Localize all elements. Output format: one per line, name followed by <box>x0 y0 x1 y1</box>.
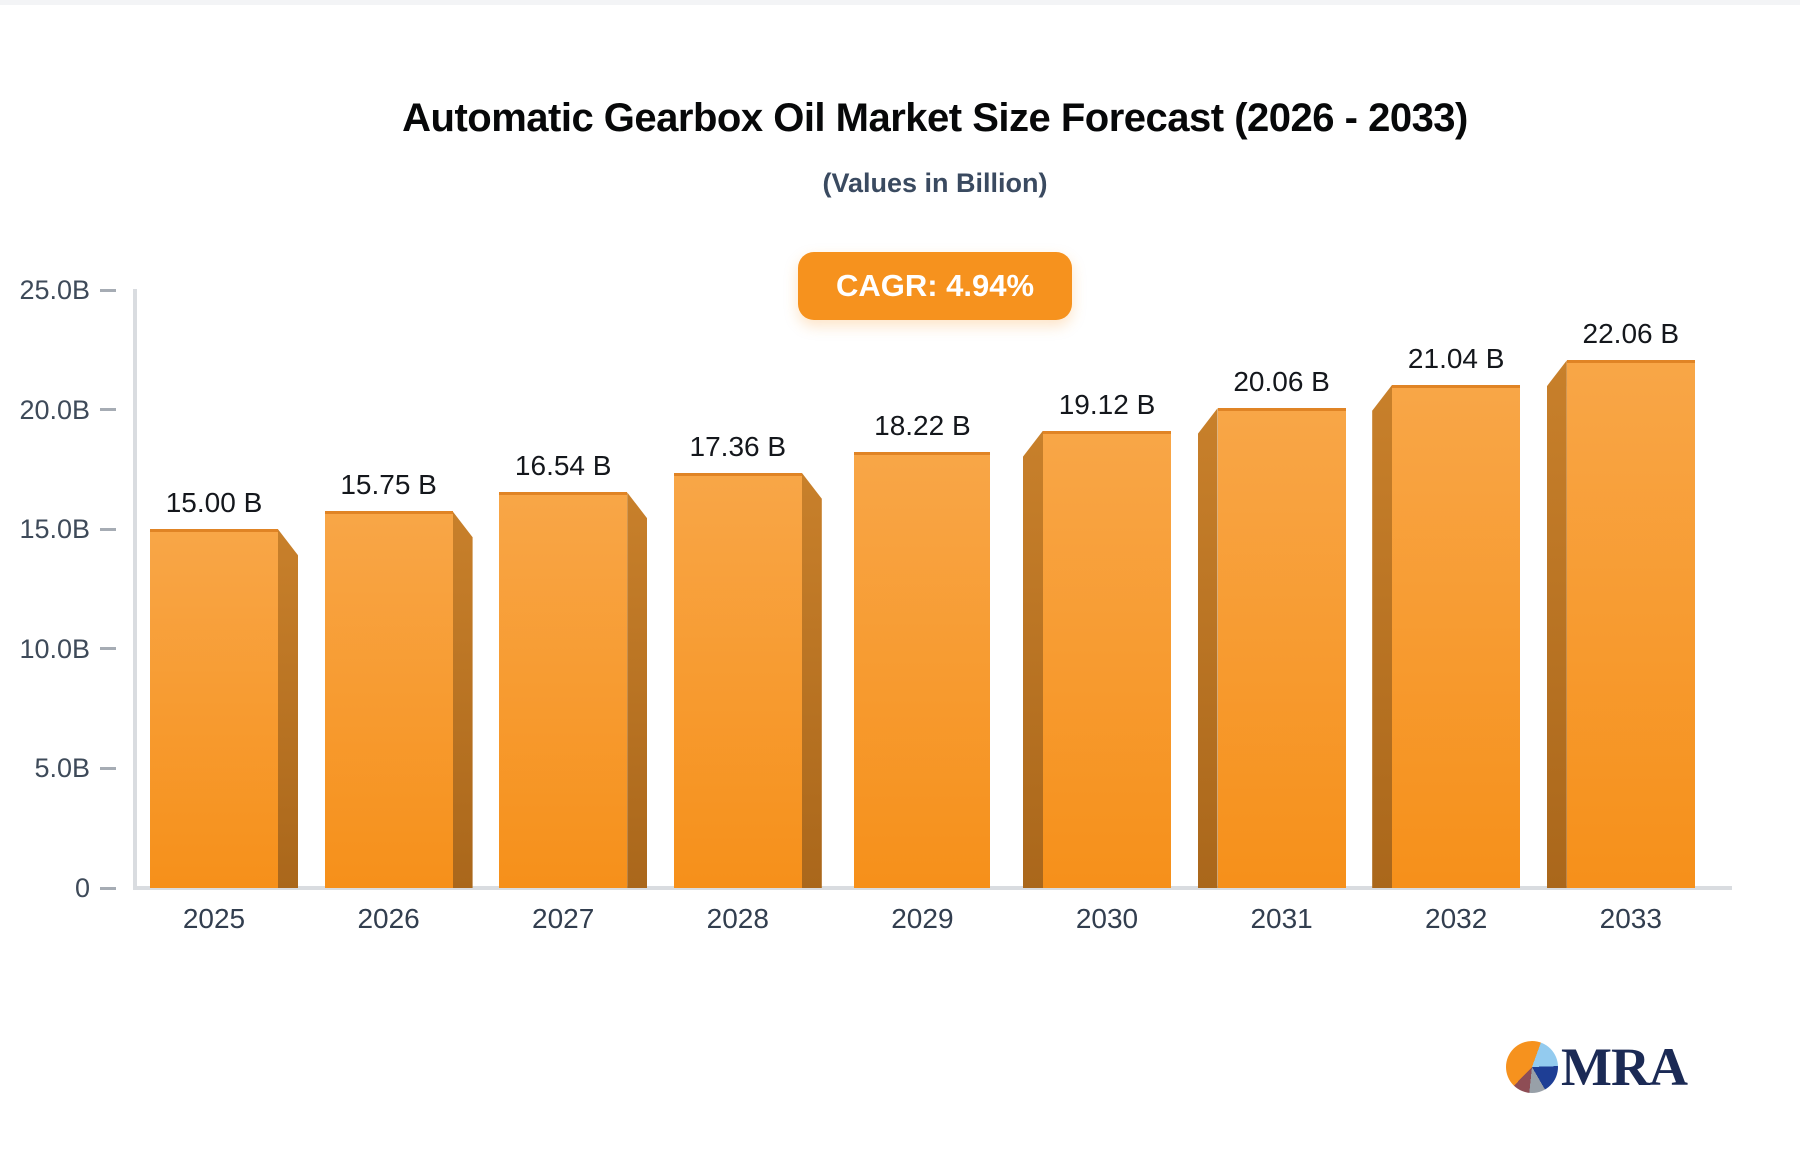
y-axis-tick <box>100 647 116 651</box>
bar-value-label-2033: 22.06 B <box>1582 318 1680 350</box>
bar-value-label-2029: 18.22 B <box>874 410 971 442</box>
bar-2030 <box>1043 430 1171 888</box>
x-axis-line <box>133 886 1732 890</box>
y-axis-label: 25.0B <box>19 275 90 305</box>
x-axis-label-2033: 2033 <box>1599 903 1662 934</box>
bar-2032 <box>1392 384 1521 888</box>
bar-side-face-2028 <box>801 472 822 888</box>
y-axis-label: 0 <box>74 873 90 903</box>
y-axis-line <box>133 289 137 890</box>
x-axis-label-2027: 2027 <box>532 903 595 934</box>
bar-2029 <box>854 452 991 888</box>
bar-value-label-2025: 15.00 B <box>165 487 263 519</box>
bar-side-face-2031 <box>1197 408 1218 888</box>
bar-side-face-2026 <box>452 511 473 888</box>
bar-2028 <box>673 472 802 888</box>
y-axis-label: 5.0B <box>34 753 90 784</box>
y-axis-tick <box>100 288 116 292</box>
bar-2031 <box>1217 408 1346 888</box>
bar-value-label-2026: 15.75 B <box>340 469 437 501</box>
x-axis-label-2025: 2025 <box>182 903 246 934</box>
pie-chart-logo-icon <box>1506 1041 1558 1093</box>
chart-title: Automatic Gearbox Oil Market Size Foreca… <box>402 96 1468 140</box>
x-axis-label-2032: 2032 <box>1425 903 1488 934</box>
x-axis-label-2028: 2028 <box>706 903 769 934</box>
bar-side-face-2025 <box>278 529 298 888</box>
bar-2025 <box>150 529 278 888</box>
x-axis-label-2031: 2031 <box>1250 903 1313 934</box>
y-axis-label: 20.0B <box>19 394 90 425</box>
brand-logo: MRA <box>1506 1036 1688 1098</box>
cagr-badge: CAGR: 4.94% <box>797 252 1073 320</box>
x-axis-label-2026: 2026 <box>357 903 420 934</box>
brand-name: MRA <box>1561 1037 1688 1097</box>
cagr-badge-container: CAGR: 4.94% <box>70 252 1800 320</box>
y-axis-label: 10.0B <box>19 633 90 664</box>
bar-value-label-2028: 17.36 B <box>689 430 787 462</box>
bar-value-label-2030: 19.12 B <box>1058 388 1156 420</box>
bar-2033 <box>1566 360 1695 888</box>
bar-side-face-2033 <box>1546 360 1567 888</box>
x-axis-label-2030: 2030 <box>1075 903 1139 934</box>
bar-side-face-2032 <box>1372 384 1393 888</box>
y-axis-tick <box>100 527 116 531</box>
x-axis-label-2029: 2029 <box>891 903 954 934</box>
bar-value-label-2027: 16.54 B <box>514 450 612 482</box>
bar-2026 <box>324 511 453 888</box>
bar-value-label-2031: 20.06 B <box>1233 366 1330 398</box>
bar-value-label-2032: 21.04 B <box>1407 342 1505 374</box>
page-top-strip <box>0 0 1800 5</box>
y-axis-tick <box>100 408 116 412</box>
bar-side-face-2030 <box>1023 430 1043 888</box>
chart-subtitle: (Values in Billion) <box>822 168 1048 198</box>
y-axis-tick <box>100 886 116 890</box>
bar-side-face-2027 <box>627 492 648 888</box>
y-axis-tick <box>100 766 116 770</box>
y-axis-label: 15.0B <box>19 514 90 545</box>
bar-2027 <box>499 492 628 888</box>
